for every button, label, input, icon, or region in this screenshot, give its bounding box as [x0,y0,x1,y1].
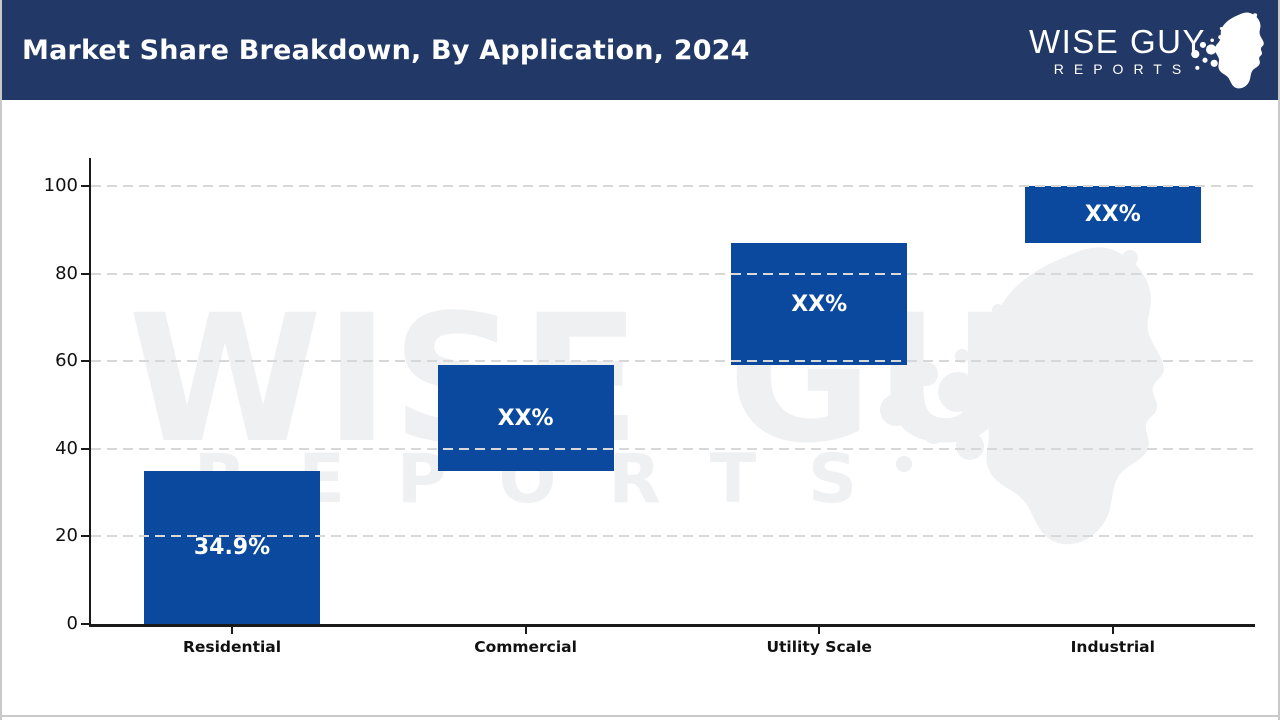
bar-value-label: XX% [497,405,554,431]
x-tick-label-residential: Residential [182,638,282,656]
y-tick-label-80: 80 [55,262,78,284]
gridline-100 [91,185,1255,187]
chart-title: Market Share Breakdown, By Application, … [22,34,750,66]
x-tick-label-utility-scale: Utility Scale [766,638,872,656]
y-tick-label-60: 60 [55,350,78,371]
gridline-20 [91,535,1255,537]
page-bottom-border [2,715,1278,717]
gridline-40 [91,447,1255,450]
y-tick-mark-40 [81,447,89,450]
y-tick-label-0: 0 [66,612,78,634]
x-tick-mark-1 [231,627,233,634]
y-tick-mark-80 [81,272,89,275]
gridline-80 [91,272,1255,275]
bar-industrial: XX% [1024,186,1201,243]
bar-commercial: XX% [437,365,614,471]
y-tick-label-100: 100 [43,175,78,196]
logo-text: WISE GUY REPORTS [1029,25,1206,76]
x-tick-mark-2 [524,627,527,634]
gridline-60 [91,360,1255,362]
bar-value-label: XX% [791,291,848,317]
y-tick-mark-100 [81,185,89,187]
bar-value-label: 34.9% [193,534,271,560]
bar-residential: 34.9% [144,470,320,624]
x-tick-mark-3 [818,627,821,634]
x-tick-label-industrial: Industrial [1070,638,1155,656]
y-tick-label-20: 20 [55,525,78,546]
y-tick-mark-0 [81,622,89,625]
logo-sub-text: REPORTS [1053,60,1192,77]
wiseguy-logo: WISE GUY REPORTS [1029,4,1270,96]
bar-value-label: XX% [1084,201,1141,227]
x-tick-mark-4 [1111,627,1114,634]
y-tick-mark-60 [81,360,89,362]
x-axis-line [89,624,1255,627]
y-tick-mark-20 [81,535,89,537]
header-bar: Market Share Breakdown, By Application, … [2,0,1278,100]
x-tick-label-commercial: Commercial [474,638,577,656]
plot-area: 34.9% XX% XX% XX% [90,160,1255,626]
y-axis-spine [89,158,91,627]
bar-utility-scale: XX% [731,242,908,366]
logo-brand-text: WISE GUY [1028,22,1206,60]
y-tick-label-40: 40 [55,437,78,459]
